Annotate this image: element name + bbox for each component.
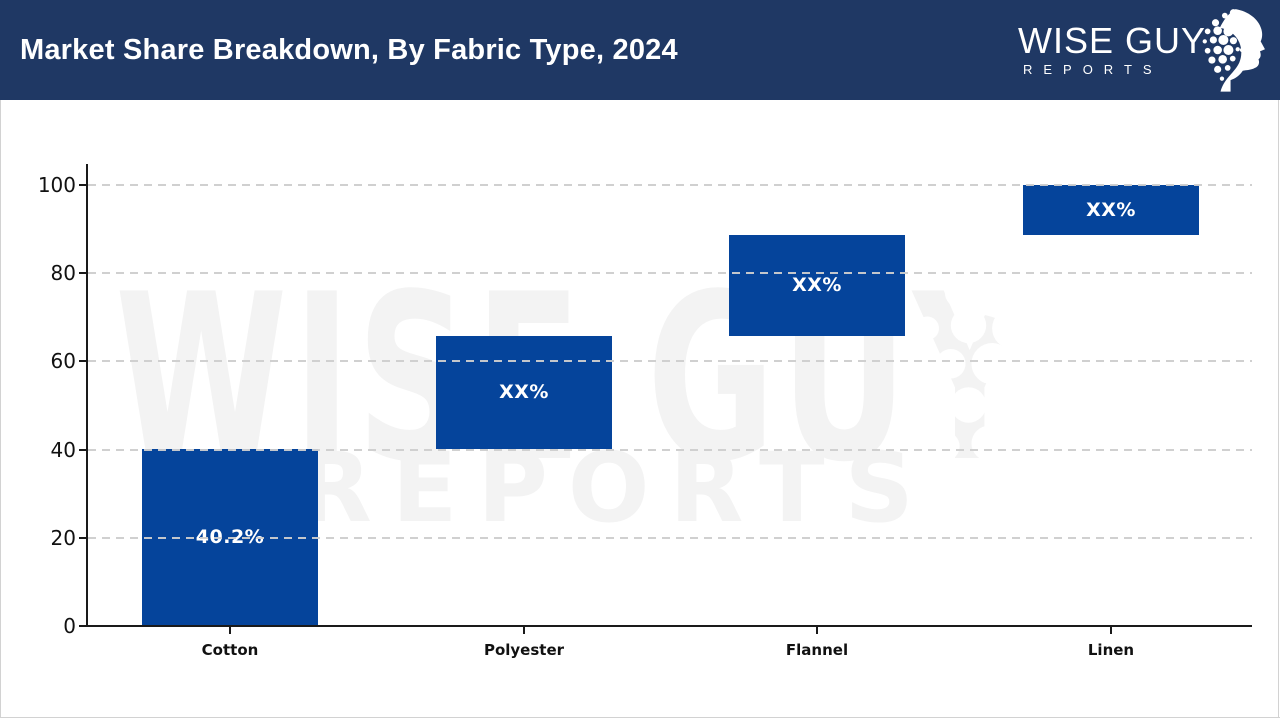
border-right [1278,100,1279,718]
watermark-face-icon [906,236,1164,577]
bar-value-label-polyester: XX% [499,381,549,404]
x-tick-cotton [229,627,231,634]
y-tick-40 [79,448,88,451]
y-tick-20 [79,536,88,539]
logo-subtitle: REPORTS [1022,62,1163,77]
wiseguy-logo: WISE GUY REPORTS [1018,7,1268,93]
bar-flannel: XX% [729,234,905,336]
border-left [0,100,1,718]
x-tick-label-flannel: Flannel [785,641,849,659]
gridline-20 [88,536,1252,539]
bar-value-label-linen: XX% [1086,198,1136,221]
logo-wordmark: WISE GUY [1017,20,1206,61]
gridline-100 [88,184,1252,186]
gridline-40 [88,448,1252,451]
x-axis [86,625,1252,627]
y-tick-60 [79,360,88,363]
y-axis [86,164,88,627]
y-tick-label-100: 100 [37,173,76,197]
header-bar: Market Share Breakdown, By Fabric Type, … [0,0,1280,100]
x-tick-linen [1110,627,1112,634]
y-tick-label-60: 60 [50,349,76,374]
x-tick-polyester [523,627,525,634]
wiseguy-face-icon [1202,9,1265,92]
gridline-80 [88,272,1252,275]
border-bottom [0,717,1280,718]
bar-polyester: XX% [436,335,612,449]
y-tick-label-80: 80 [50,261,76,286]
x-tick-label-polyester: Polyester [483,641,565,659]
page-title: Market Share Breakdown, By Fabric Type, … [20,33,678,66]
x-tick-label-linen: Linen [1087,641,1135,659]
y-tick-label-20: 20 [50,525,76,550]
y-tick-100 [79,184,88,186]
y-tick-0 [79,625,88,627]
wiseguy-logo-text: WISE GUY REPORTS [1017,20,1206,78]
bar-value-label-flannel: XX% [792,274,842,297]
bar-linen: XX% [1023,185,1199,235]
y-tick-label-0: 0 [63,614,76,638]
x-tick-flannel [816,627,818,634]
gridline-60 [88,360,1252,363]
y-tick-label-40: 40 [50,437,76,462]
y-tick-80 [79,272,88,275]
x-tick-label-cotton: Cotton [201,641,259,659]
